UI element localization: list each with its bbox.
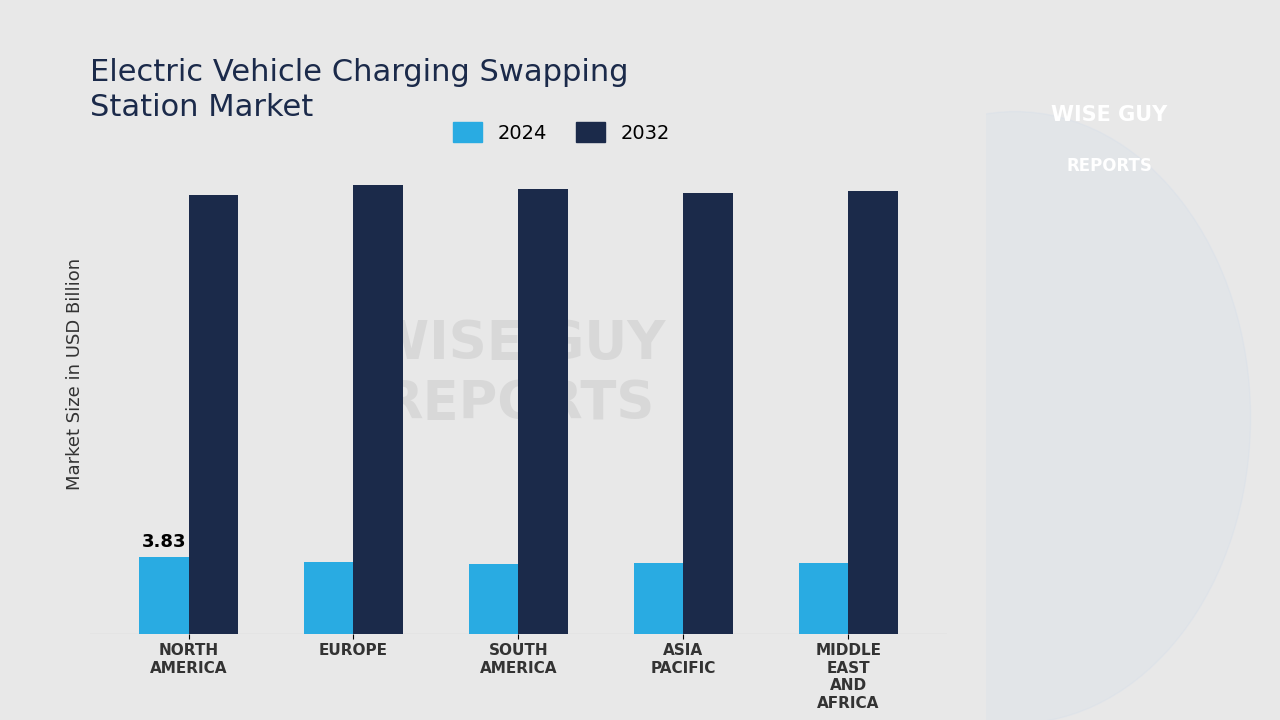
- Bar: [468, 564, 518, 634]
- Bar: [684, 193, 733, 634]
- Ellipse shape: [780, 112, 1251, 720]
- Text: Electric Vehicle Charging Swapping
Station Market: Electric Vehicle Charging Swapping Stati…: [90, 58, 628, 122]
- Bar: [353, 185, 403, 634]
- Bar: [799, 564, 849, 634]
- Text: 3.83: 3.83: [142, 534, 186, 552]
- Bar: [634, 563, 684, 634]
- Bar: [849, 191, 897, 634]
- Bar: [188, 195, 238, 634]
- Text: WISE GUY: WISE GUY: [1051, 105, 1167, 125]
- Text: REPORTS: REPORTS: [1066, 157, 1152, 175]
- Legend: 2024, 2032: 2024, 2032: [445, 114, 677, 150]
- Y-axis label: Market Size in USD Billion: Market Size in USD Billion: [67, 258, 84, 490]
- Bar: [140, 557, 188, 634]
- Bar: [518, 189, 568, 634]
- Text: WISE GUY
REPORTS: WISE GUY REPORTS: [371, 318, 666, 431]
- Bar: [305, 562, 353, 634]
